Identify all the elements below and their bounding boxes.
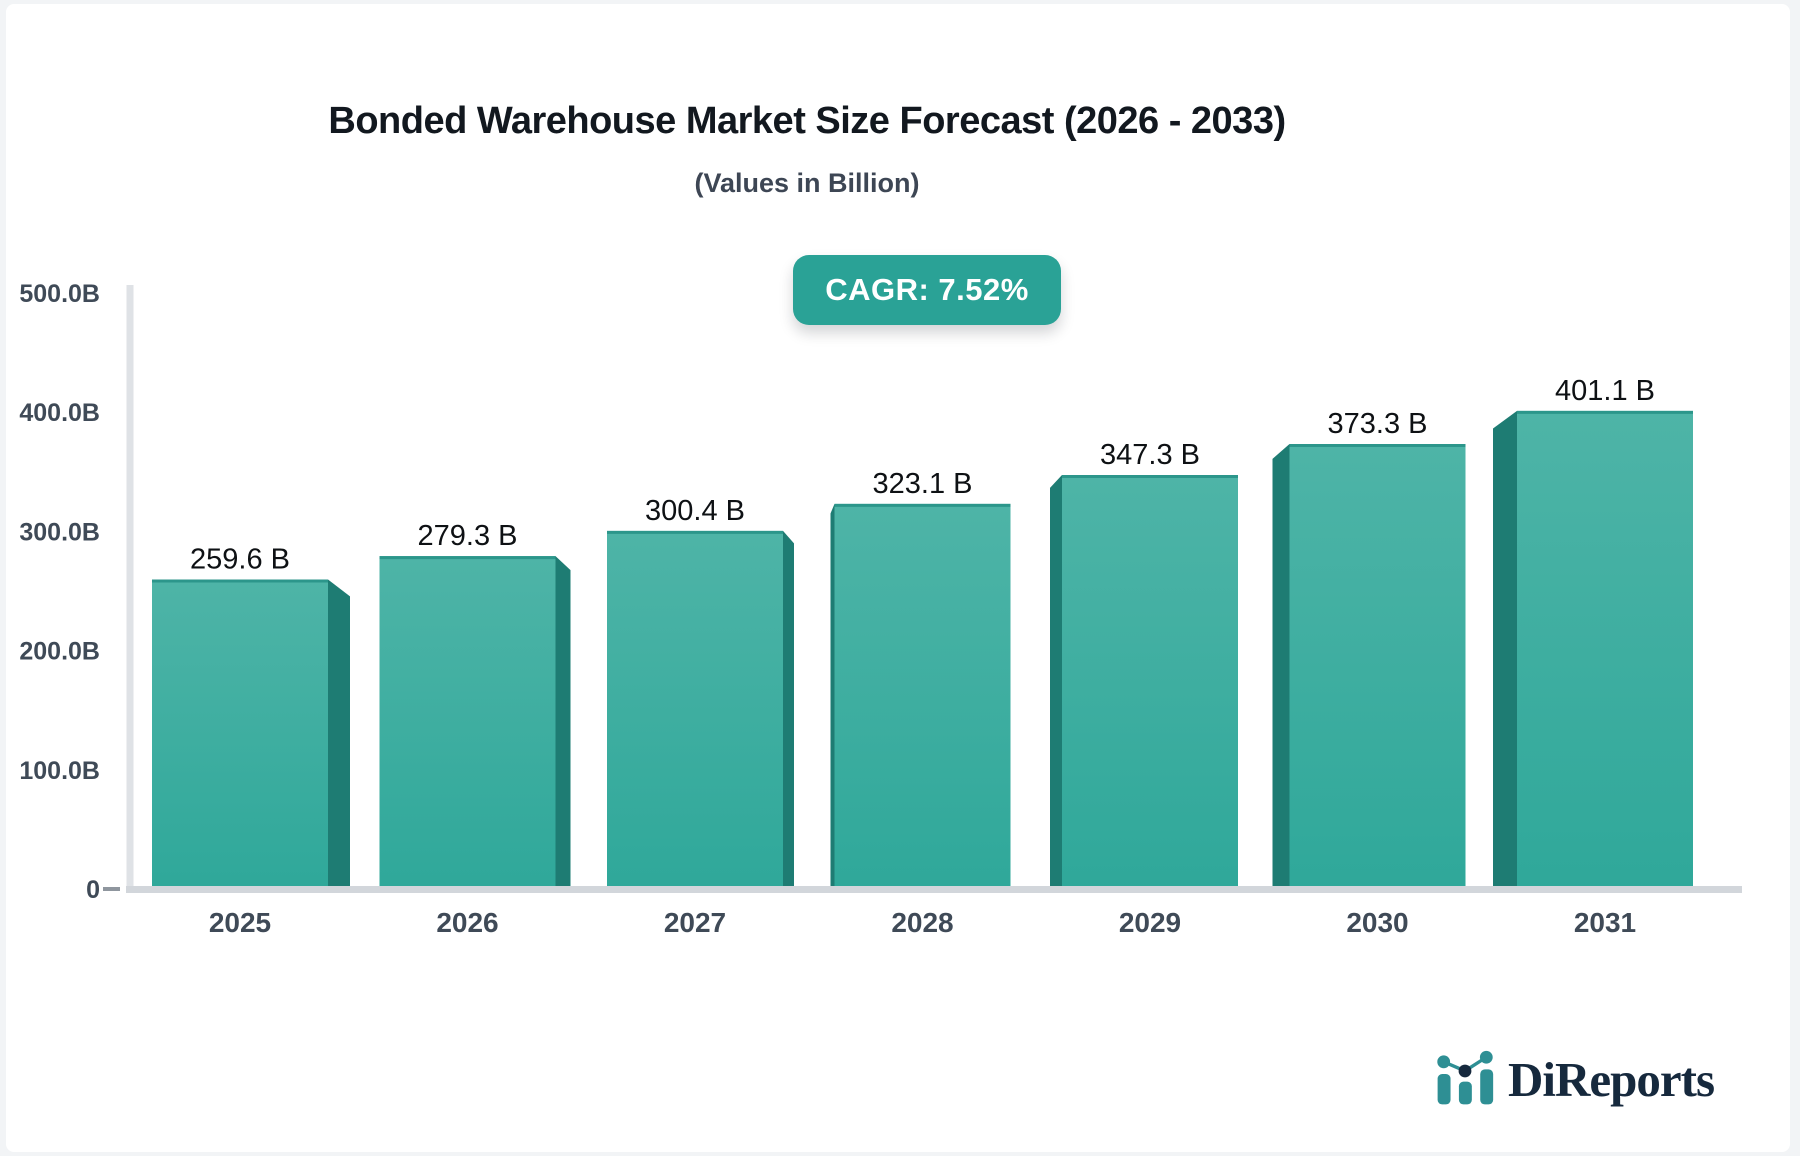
x-tick-label-2027: 2027: [664, 907, 726, 938]
x-tick-label-2030: 2030: [1346, 907, 1408, 938]
bar-side-2030: [1272, 444, 1290, 890]
y-tick-label: 400.0B: [19, 399, 100, 427]
bar-2027: [607, 530, 783, 889]
bar-value-label-2029: 347.3 B: [1100, 439, 1200, 471]
bar-value-label-2027: 300.4 B: [645, 495, 745, 527]
bar-value-label-2031: 401.1 B: [1555, 375, 1655, 407]
bar-value-label-2026: 279.3 B: [418, 520, 518, 552]
bar-2025: [152, 579, 328, 889]
x-tick-label-2029: 2029: [1119, 907, 1181, 938]
x-tick-label-2025: 2025: [209, 907, 271, 938]
bar-2028: [834, 503, 1011, 889]
bar-side-2027: [783, 530, 794, 890]
x-tick-label-2031: 2031: [1574, 907, 1636, 938]
chart-subtitle: (Values in Billion): [694, 168, 920, 198]
bar-side-2025: [328, 579, 350, 890]
direports-logo: DiReports: [1430, 1036, 1715, 1108]
bar-side-2026: [555, 556, 571, 890]
x-tick-label-2026: 2026: [436, 907, 498, 938]
y-tick-label: 100.0B: [19, 757, 100, 785]
bar-2029: [1062, 475, 1238, 889]
cagr-badge: CAGR: 7.52%: [793, 255, 1061, 325]
bar-chart-trend-icon: [1437, 1050, 1494, 1105]
bar-side-2028: [830, 503, 835, 890]
bar-2026: [379, 556, 556, 889]
y-tick-label: 200.0B: [19, 638, 100, 666]
y-tick-label: 0: [86, 876, 100, 904]
logo-wordmark: DiReports: [1508, 1052, 1715, 1107]
bar-side-2031: [1493, 410, 1517, 890]
bar-2030: [1289, 444, 1466, 889]
x-tick-label-2028: 2028: [891, 907, 953, 938]
bar-value-label-2025: 259.6 B: [190, 544, 290, 576]
bar-value-label-2028: 323.1 B: [873, 468, 973, 500]
chart-title: Bonded Warehouse Market Size Forecast (2…: [328, 100, 1286, 142]
bar-2031: [1517, 410, 1693, 889]
y-tick-label: 300.0B: [19, 518, 100, 546]
bar-side-2029: [1050, 475, 1062, 890]
y-tick-label: 500.0B: [19, 280, 100, 308]
bar-value-label-2030: 373.3 B: [1328, 408, 1428, 440]
